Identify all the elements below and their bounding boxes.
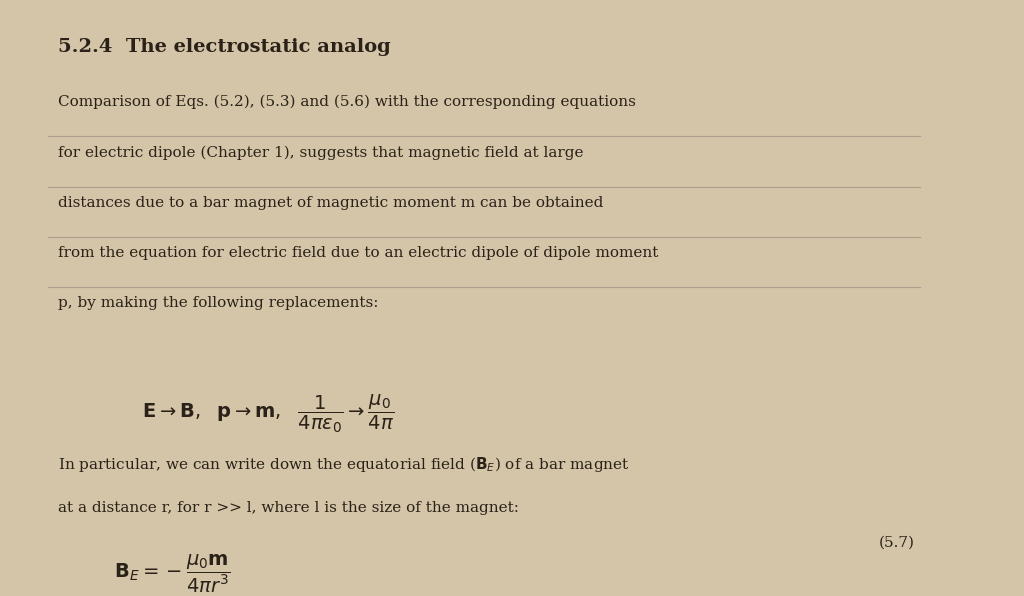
Text: p, by making the following replacements:: p, by making the following replacements: xyxy=(57,296,378,311)
Text: Comparison of Eqs. (5.2), (5.3) and (5.6) with the corresponding equations: Comparison of Eqs. (5.2), (5.3) and (5.6… xyxy=(57,95,636,109)
Text: from the equation for electric field due to an electric dipole of dipole moment: from the equation for electric field due… xyxy=(57,246,658,260)
Text: at a distance r, for r >> l, where l is the size of the magnet:: at a distance r, for r >> l, where l is … xyxy=(57,501,519,515)
Text: (5.7): (5.7) xyxy=(879,535,915,550)
Text: 5.2.4  The electrostatic analog: 5.2.4 The electrostatic analog xyxy=(57,38,390,55)
Text: for electric dipole (Chapter 1), suggests that magnetic field at large: for electric dipole (Chapter 1), suggest… xyxy=(57,145,584,160)
Text: $\mathbf{B}_E = -\dfrac{\mu_0\mathbf{m}}{4\pi r^3}$: $\mathbf{B}_E = -\dfrac{\mu_0\mathbf{m}}… xyxy=(114,552,230,595)
Text: $\mathbf{E}\rightarrow\mathbf{B},\ \ \mathbf{p}\rightarrow\mathbf{m},\ \ \dfrac{: $\mathbf{E}\rightarrow\mathbf{B},\ \ \ma… xyxy=(141,392,394,435)
Text: In particular, we can write down the equatorial field ($\mathbf{B}_E$) of a bar : In particular, we can write down the equ… xyxy=(57,455,630,474)
Text: distances due to a bar magnet of magnetic moment m can be obtained: distances due to a bar magnet of magneti… xyxy=(57,195,603,210)
FancyBboxPatch shape xyxy=(53,86,910,352)
